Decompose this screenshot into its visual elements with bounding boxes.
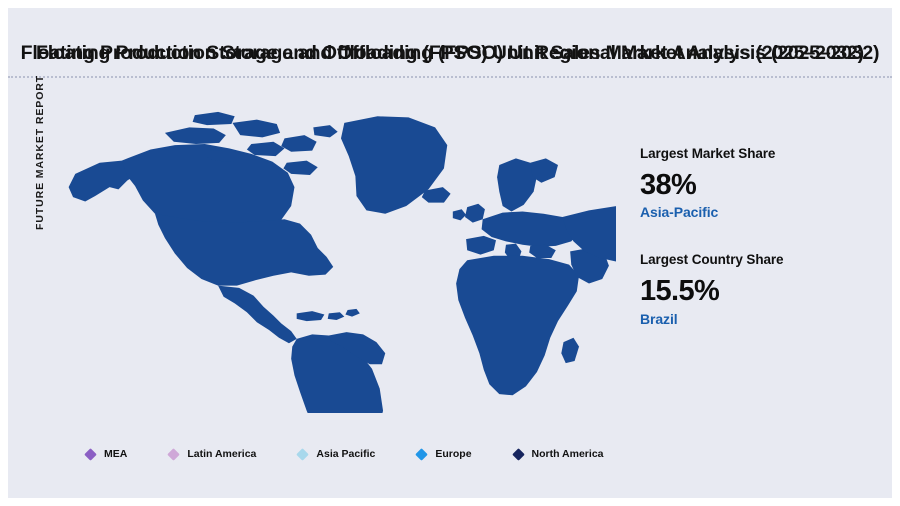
stat-largest-market-share: Largest Market Share 38% Asia-Pacific xyxy=(640,146,890,220)
stat-largest-country-share: Largest Country Share 15.5% Brazil xyxy=(640,252,890,326)
legend-label: Europe xyxy=(435,448,472,460)
world-map xyxy=(56,103,616,413)
legend-label: Latin America xyxy=(187,448,257,460)
legend-item-north-america: North America xyxy=(511,447,604,461)
stat-label: Largest Market Share xyxy=(640,146,776,161)
legend-item-asia-pacific: Asia Pacific xyxy=(296,447,376,461)
infographic-canvas: Floating Production Storage and Offloadi… xyxy=(8,8,892,498)
legend-item-latin-america: Latin America xyxy=(167,447,257,461)
map-landmasses xyxy=(68,111,616,413)
map-legend: MEA Latin America Asia Pacific Europe No… xyxy=(84,447,806,461)
brand-watermark: FUTURE MARKET REPORT xyxy=(34,74,46,230)
legend-diamond-icon xyxy=(511,447,525,461)
stat-subtitle: Asia-Pacific xyxy=(640,204,719,221)
legend-label: North America xyxy=(531,448,604,460)
stat-subtitle: Brazil xyxy=(640,310,678,327)
page-title: Floating Production Storage and Offloadi… xyxy=(8,38,892,74)
stat-label: Largest Country Share xyxy=(640,252,784,268)
world-map-svg xyxy=(68,111,616,413)
legend-item-mea: MEA xyxy=(84,447,128,461)
stats-panel: Largest Market Share 38% Asia-Pacific La… xyxy=(640,146,890,359)
title-divider xyxy=(8,76,892,78)
stat-value: 15.5% xyxy=(640,275,720,308)
legend-diamond-icon xyxy=(415,447,429,461)
page-title-primary: Floating Production Storage and Offloadi… xyxy=(20,42,880,64)
legend-diamond-icon xyxy=(84,447,97,461)
legend-label: MEA xyxy=(104,448,128,460)
legend-diamond-icon xyxy=(167,447,181,461)
page-title-secondary: Floating Production Storage and Offloadi… xyxy=(36,42,864,64)
legend-item-europe: Europe xyxy=(415,447,472,461)
legend-label: Asia Pacific xyxy=(316,448,376,460)
stat-value: 38% xyxy=(640,169,697,201)
legend-diamond-icon xyxy=(296,447,310,461)
